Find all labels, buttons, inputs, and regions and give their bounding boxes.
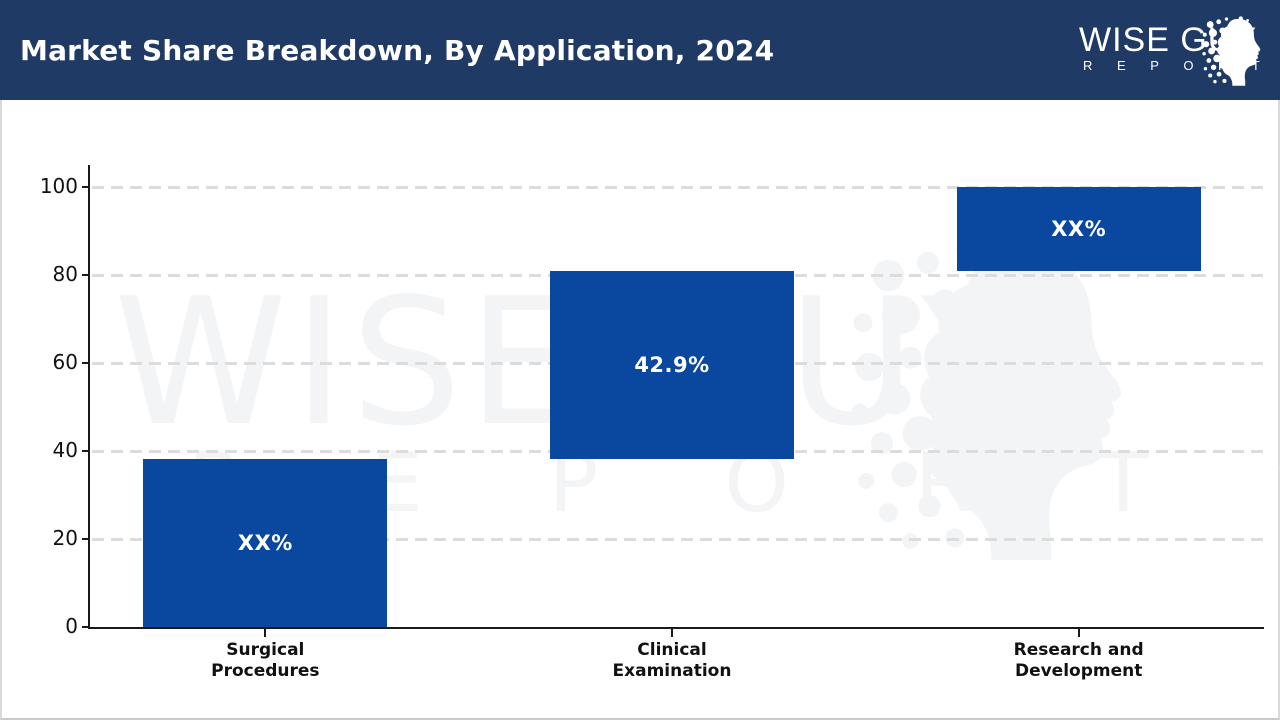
category-label-line: Procedures: [211, 661, 320, 681]
x-axis-category-label: Research and Development: [919, 640, 1239, 682]
y-axis-tick-label: 40: [52, 438, 78, 462]
x-axis-category-label: Clinical Examination: [512, 640, 832, 682]
category-label-line: Examination: [612, 661, 732, 681]
x-axis-tick: [264, 629, 267, 637]
y-axis-tick-label: 0: [65, 614, 78, 638]
dotted-face-profile-icon: [1202, 16, 1261, 86]
x-axis-spine: [88, 627, 1264, 629]
bar-value-label: 42.9%: [634, 352, 710, 377]
y-axis-tick: [82, 626, 90, 628]
x-axis-category-label: Surgical Procedures: [105, 640, 425, 682]
category-label-line: Clinical: [637, 640, 707, 660]
y-gridline: [92, 538, 1264, 541]
y-axis-tick: [82, 450, 90, 452]
y-gridline: [92, 186, 1264, 189]
category-label-line: Surgical: [226, 640, 305, 660]
y-axis-tick-label: 20: [52, 526, 78, 550]
category-label-line: Development: [1014, 661, 1143, 681]
header-bar: Market Share Breakdown, By Application, …: [0, 0, 1280, 100]
category-label-line: Research and: [1013, 640, 1144, 660]
bar-value-label: XX%: [1051, 216, 1107, 241]
y-axis-tick: [82, 274, 90, 276]
bar-value-label: XX%: [237, 531, 293, 556]
x-axis-tick: [671, 629, 673, 637]
page-title: Market Share Breakdown, By Application, …: [20, 33, 775, 67]
bar-segment: XX%: [143, 459, 388, 627]
bar-segment: XX%: [956, 187, 1201, 271]
plot-area: 0 20 40 60 80 100 XX% Surgical Procedures 42.9% Cl…: [2, 100, 1278, 718]
chart-canvas: WISE GUY R E P O R T S 0 20 40 60 80 100 XX% Su…: [0, 100, 1280, 720]
y-axis-tick-label: 80: [52, 262, 78, 286]
x-axis-tick: [1077, 629, 1080, 637]
y-axis-tick-label: 60: [52, 350, 78, 374]
bar-segment: 42.9%: [550, 270, 794, 460]
y-axis-tick: [82, 362, 90, 364]
y-axis-spine: [88, 165, 90, 629]
y-axis-tick-label: 100: [39, 174, 78, 198]
y-axis-tick: [82, 186, 90, 188]
y-axis-tick: [82, 538, 90, 540]
brand-logo: WISE GUY R E P O R T S: [1022, 0, 1280, 100]
